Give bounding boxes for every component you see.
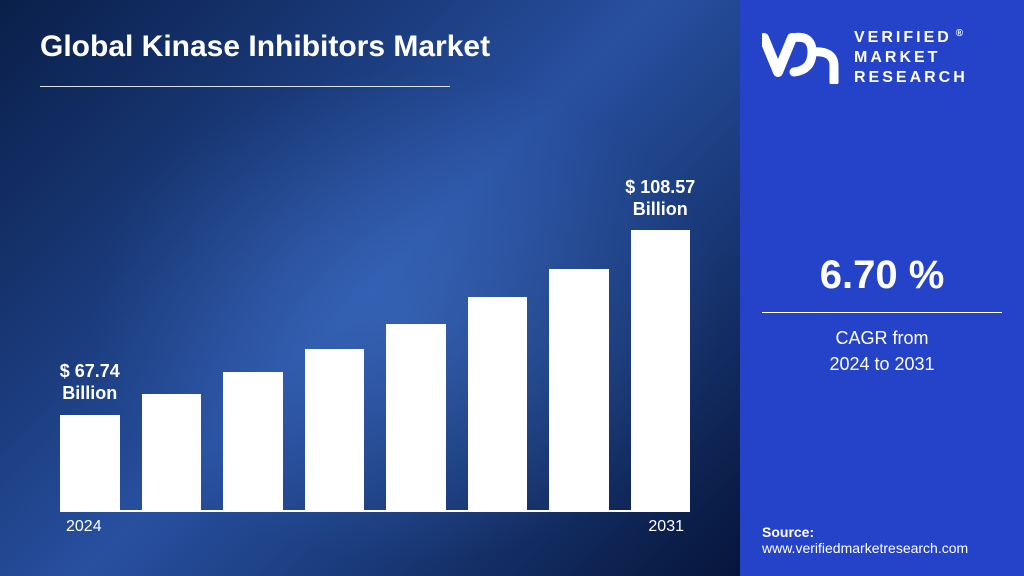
bar-chart: $ 67.74Billion $ 108.57Billion 2024 2031: [60, 176, 690, 536]
chart-bars-container: $ 67.74Billion $ 108.57Billion: [60, 192, 690, 512]
chart-bar: [142, 394, 202, 510]
logo-line2: MARKET: [854, 48, 968, 68]
chart-bar: [223, 372, 283, 510]
chart-bar: $ 67.74Billion: [60, 415, 120, 510]
chart-bar: [549, 269, 609, 510]
chart-bar: [305, 349, 365, 510]
brand-logo: VERIFIED ® MARKET RESEARCH: [762, 28, 1002, 88]
source-text: www.verifiedmarketresearch.com: [762, 540, 1002, 556]
logo-text: VERIFIED ® MARKET RESEARCH: [854, 28, 968, 88]
logo-line3: RESEARCH: [854, 68, 968, 88]
logo-line1: VERIFIED: [854, 29, 952, 46]
source-label: Source:: [762, 524, 1002, 540]
x-axis-label-end: 2031: [648, 518, 684, 536]
registered-mark: ®: [956, 28, 966, 39]
title-divider: [40, 86, 450, 87]
x-axis-label-start: 2024: [66, 518, 102, 536]
source-citation: Source: www.verifiedmarketresearch.com: [762, 524, 1002, 556]
chart-x-axis: 2024 2031: [60, 518, 690, 536]
left-panel: Global Kinase Inhibitors Market $ 67.74B…: [0, 0, 740, 576]
cagr-caption: CAGR from 2024 to 2031: [762, 325, 1002, 377]
page-title: Global Kinase Inhibitors Market: [40, 30, 700, 64]
cagr-block: 6.70 % CAGR from 2024 to 2031: [762, 253, 1002, 377]
chart-bar: $ 108.57Billion: [631, 230, 691, 510]
cagr-divider: [762, 312, 1002, 313]
chart-bar: [386, 324, 446, 510]
cagr-caption-line2: 2024 to 2031: [829, 354, 934, 374]
bar-value-label: $ 67.74Billion: [60, 361, 120, 404]
logo-mark-icon: [762, 32, 844, 84]
bar-value-label: $ 108.57Billion: [625, 177, 695, 220]
cagr-caption-line1: CAGR from: [835, 328, 928, 348]
right-panel: VERIFIED ® MARKET RESEARCH 6.70 % CAGR fr…: [740, 0, 1024, 576]
cagr-value: 6.70 %: [762, 253, 1002, 298]
chart-bar: [468, 297, 528, 510]
